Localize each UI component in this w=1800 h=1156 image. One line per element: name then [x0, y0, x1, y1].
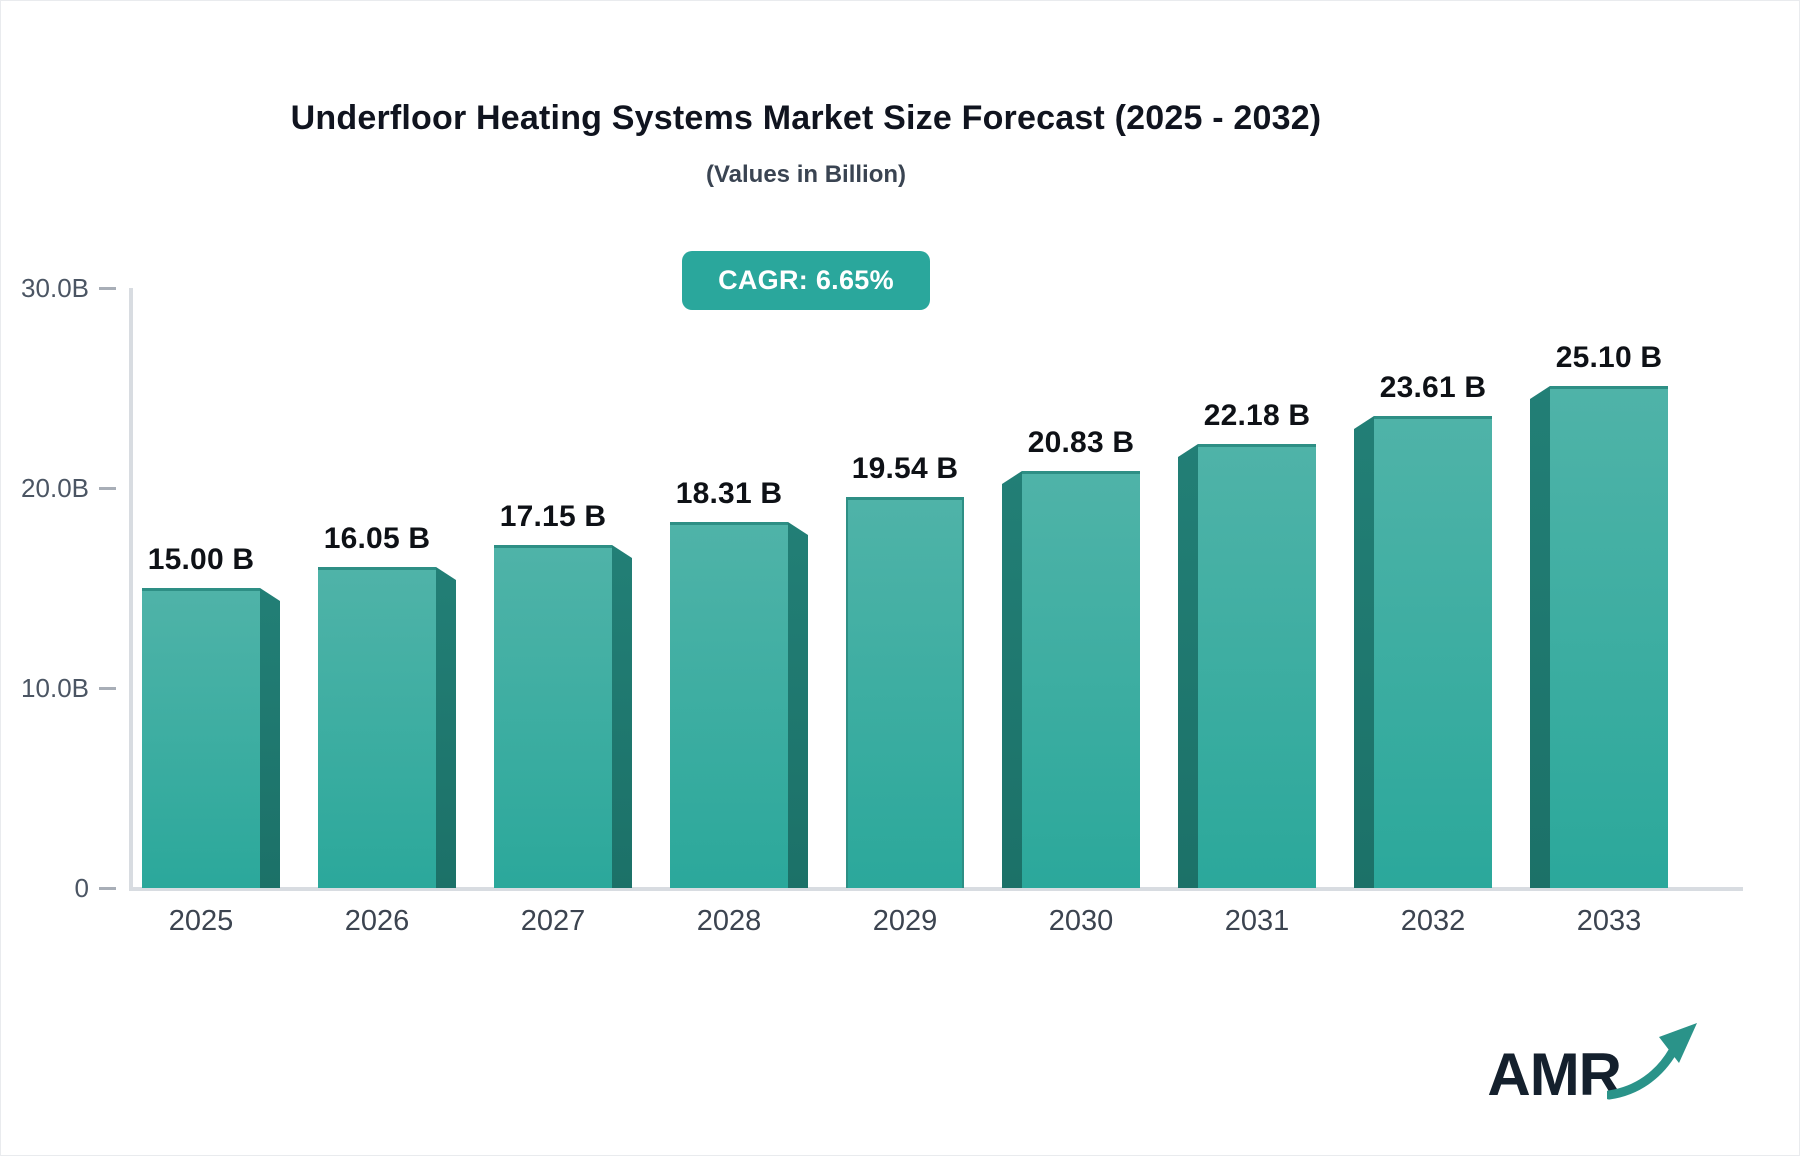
y-tick-label: 20.0B — [21, 473, 89, 503]
bar-2028 — [670, 522, 788, 888]
x-tick-label-2032: 2032 — [1400, 905, 1466, 937]
bar-side-2031 — [1178, 444, 1198, 888]
bar-2029 — [846, 497, 964, 888]
x-axis-line — [129, 887, 1743, 891]
x-tick-label-2026: 2026 — [344, 905, 410, 937]
y-tick-label: 30.0B — [21, 273, 89, 303]
logo-arrow-icon — [1607, 1023, 1697, 1100]
x-tick-label-2030: 2030 — [1048, 905, 1114, 937]
x-tick-label-2025: 2025 — [168, 905, 234, 937]
y-tick-label: 0 — [74, 873, 89, 903]
y-tick-mark — [99, 287, 116, 290]
value-label-2026: 16.05 B — [323, 522, 431, 555]
bar-side-2026 — [436, 567, 456, 888]
x-tick-label-2033: 2033 — [1576, 905, 1642, 937]
y-tick-mark — [99, 887, 116, 890]
value-label-2029: 19.54 B — [851, 452, 959, 485]
bar-2025 — [142, 588, 260, 888]
y-tick-mark — [99, 687, 116, 690]
logo-text: AMR — [1487, 1041, 1622, 1108]
bar-side-2032 — [1354, 416, 1374, 888]
amr-logo: AMR — [1487, 1017, 1703, 1108]
y-tick-label: 10.0B — [21, 673, 89, 703]
value-label-2033: 25.10 B — [1555, 341, 1663, 374]
chart-title: Underfloor Heating Systems Market Size F… — [290, 99, 1322, 137]
bar-2032 — [1374, 416, 1492, 888]
value-label-2028: 18.31 B — [675, 477, 783, 510]
value-label-2027: 17.15 B — [499, 500, 607, 533]
bar-2031 — [1198, 444, 1316, 888]
x-tick-label-2028: 2028 — [696, 905, 762, 937]
bar-side-2025 — [260, 588, 280, 888]
x-tick-label-2031: 2031 — [1224, 905, 1290, 937]
y-tick-mark — [99, 487, 116, 490]
bar-2026 — [318, 567, 436, 888]
value-label-2031: 22.18 B — [1203, 399, 1311, 432]
x-tick-label-2027: 2027 — [520, 905, 586, 937]
value-label-2032: 23.61 B — [1379, 371, 1487, 404]
bar-side-2033 — [1530, 386, 1550, 888]
y-axis-line — [129, 288, 133, 889]
bar-2030 — [1022, 471, 1140, 888]
bar-side-2030 — [1002, 471, 1022, 888]
value-label-2030: 20.83 B — [1027, 426, 1135, 459]
chart-subtitle: (Values in Billion) — [705, 161, 907, 188]
bar-side-2027 — [612, 545, 632, 888]
bar-2033 — [1550, 386, 1668, 888]
x-tick-label-2029: 2029 — [872, 905, 938, 937]
cagr-badge-wrap: CAGR: 6.65% — [1, 251, 1611, 310]
bar-2027 — [494, 545, 612, 888]
bar-side-2028 — [788, 522, 808, 888]
cagr-badge: CAGR: 6.65% — [682, 251, 930, 310]
value-label-2025: 15.00 B — [147, 543, 255, 576]
